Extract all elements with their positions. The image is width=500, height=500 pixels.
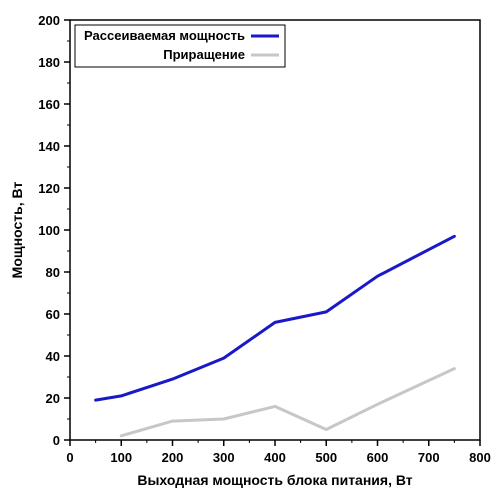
x-tick-label: 200 [162, 450, 184, 465]
y-tick-label: 120 [38, 181, 60, 196]
y-tick-label: 60 [46, 307, 60, 322]
y-axis-label: Мощность, Вт [9, 182, 25, 279]
y-tick-label: 20 [46, 391, 60, 406]
y-tick-label: 40 [46, 349, 60, 364]
x-tick-label: 500 [315, 450, 337, 465]
y-tick-label: 160 [38, 97, 60, 112]
y-tick-label: 180 [38, 55, 60, 70]
x-tick-label: 600 [367, 450, 389, 465]
x-tick-label: 0 [66, 450, 73, 465]
y-tick-label: 80 [46, 265, 60, 280]
legend-label-1: Приращение [163, 47, 245, 62]
x-axis-label: Выходная мощность блока питания, Вт [137, 472, 412, 488]
power-chart: 0 100 200 300 400 500 600 700 800 0 20 40 60 80 100 120… [0, 0, 500, 500]
x-tick-label: 300 [213, 450, 235, 465]
y-tick-label: 140 [38, 139, 60, 154]
y-tick-label: 0 [53, 433, 60, 448]
x-tick-label: 800 [469, 450, 491, 465]
legend-label-0: Рассеиваемая мощность [84, 28, 245, 43]
y-tick-label: 100 [38, 223, 60, 238]
x-tick-label: 400 [264, 450, 286, 465]
x-tick-label: 100 [110, 450, 132, 465]
chart-svg: 0 100 200 300 400 500 600 700 800 0 20 40 60 80 100 120… [0, 0, 500, 500]
y-tick-label: 200 [38, 13, 60, 28]
x-tick-label: 700 [418, 450, 440, 465]
